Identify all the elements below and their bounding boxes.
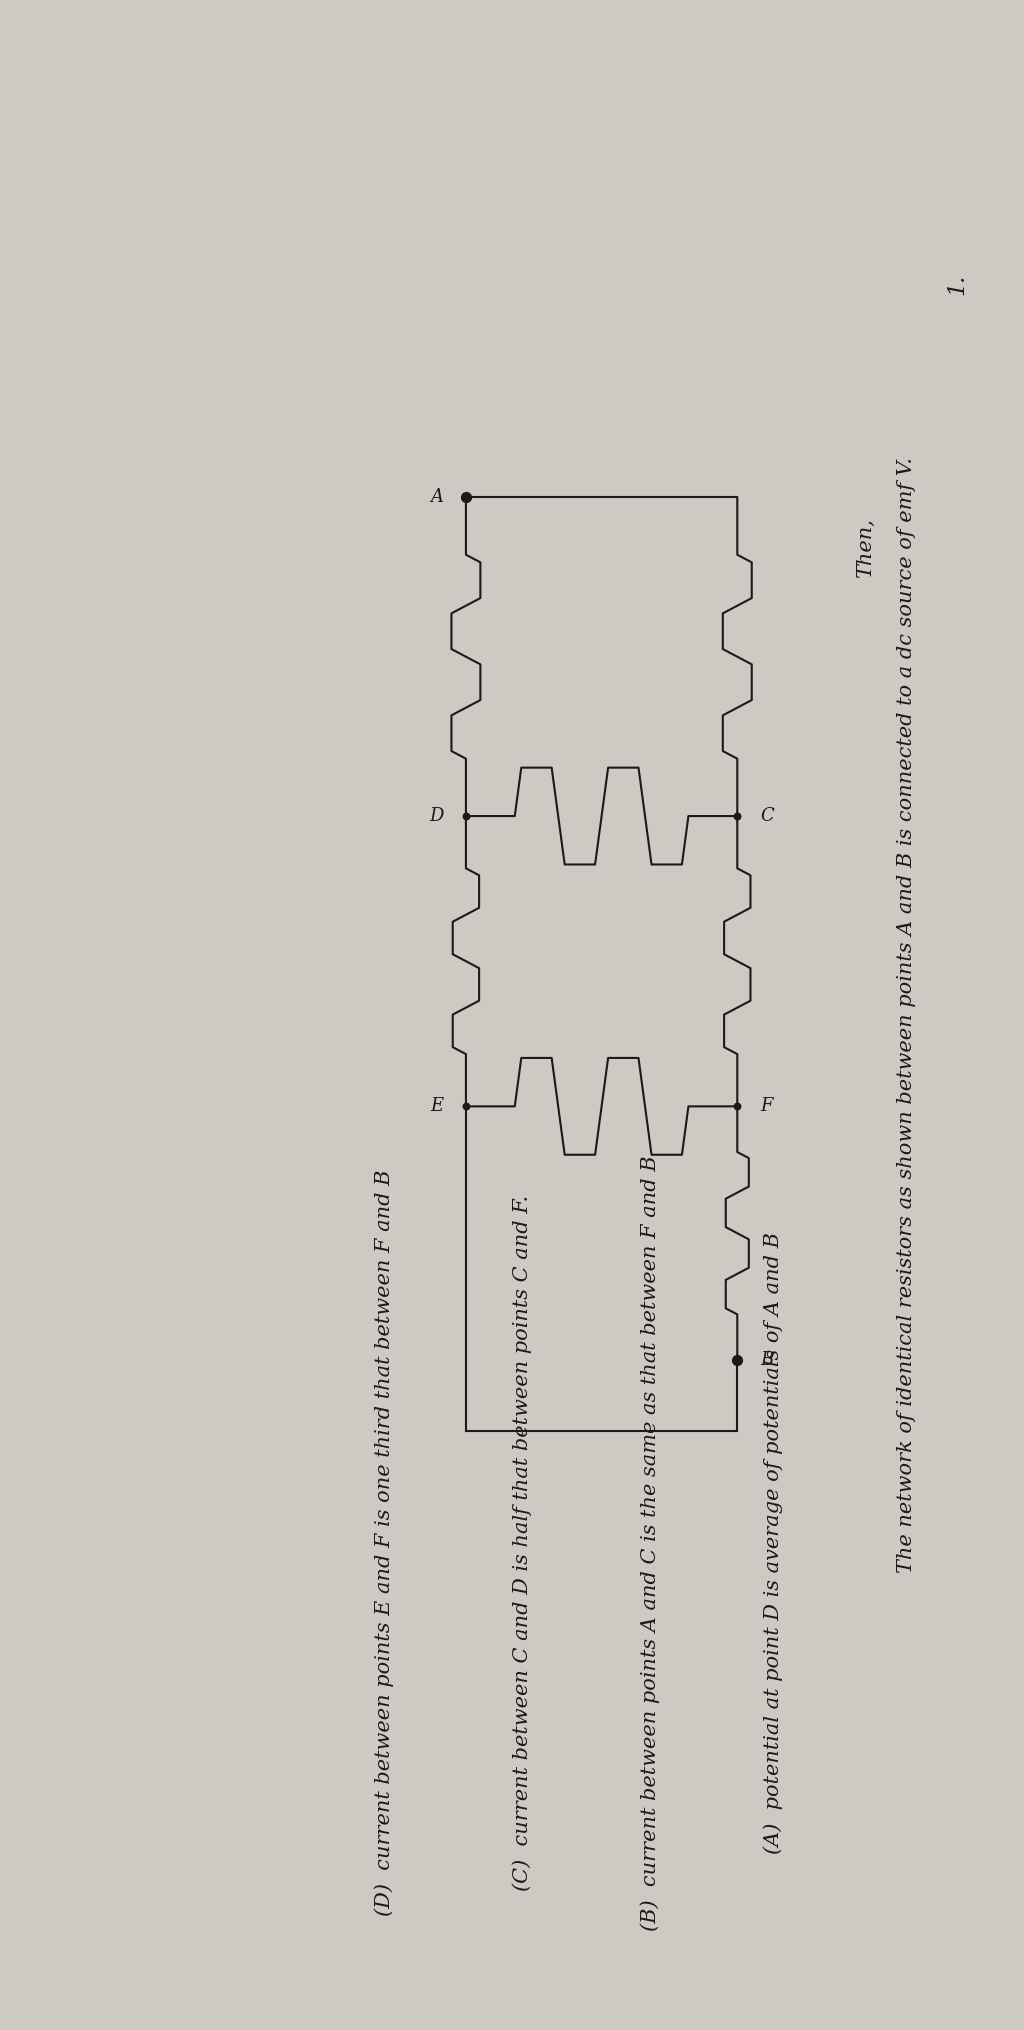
- Text: (B)  current between points A and C is the same as that between F and B: (B) current between points A and C is th…: [640, 1155, 660, 1931]
- Text: (C)  current between C and D is half that between points C and F.: (C) current between C and D is half that…: [512, 1196, 532, 1890]
- Text: (D)  current between points E and F is one third that between F and B: (D) current between points E and F is on…: [374, 1169, 394, 1916]
- Text: E: E: [430, 1098, 443, 1114]
- Text: B: B: [760, 1352, 773, 1368]
- Text: C: C: [760, 808, 773, 824]
- Text: A: A: [430, 489, 443, 505]
- Point: [729, 1090, 745, 1123]
- Text: D: D: [429, 808, 443, 824]
- Text: Then,: Then,: [856, 518, 874, 579]
- Point: [729, 800, 745, 832]
- Point: [729, 1344, 745, 1376]
- Point: [458, 800, 474, 832]
- Text: 1.: 1.: [946, 274, 969, 294]
- Point: [458, 1090, 474, 1123]
- Text: (A)  potential at point D is average of potentials of A and B: (A) potential at point D is average of p…: [763, 1232, 783, 1853]
- Point: [458, 481, 474, 514]
- Text: F: F: [760, 1098, 772, 1114]
- Text: The network of identical resistors as shown between points A and B is connected : The network of identical resistors as sh…: [897, 457, 915, 1573]
